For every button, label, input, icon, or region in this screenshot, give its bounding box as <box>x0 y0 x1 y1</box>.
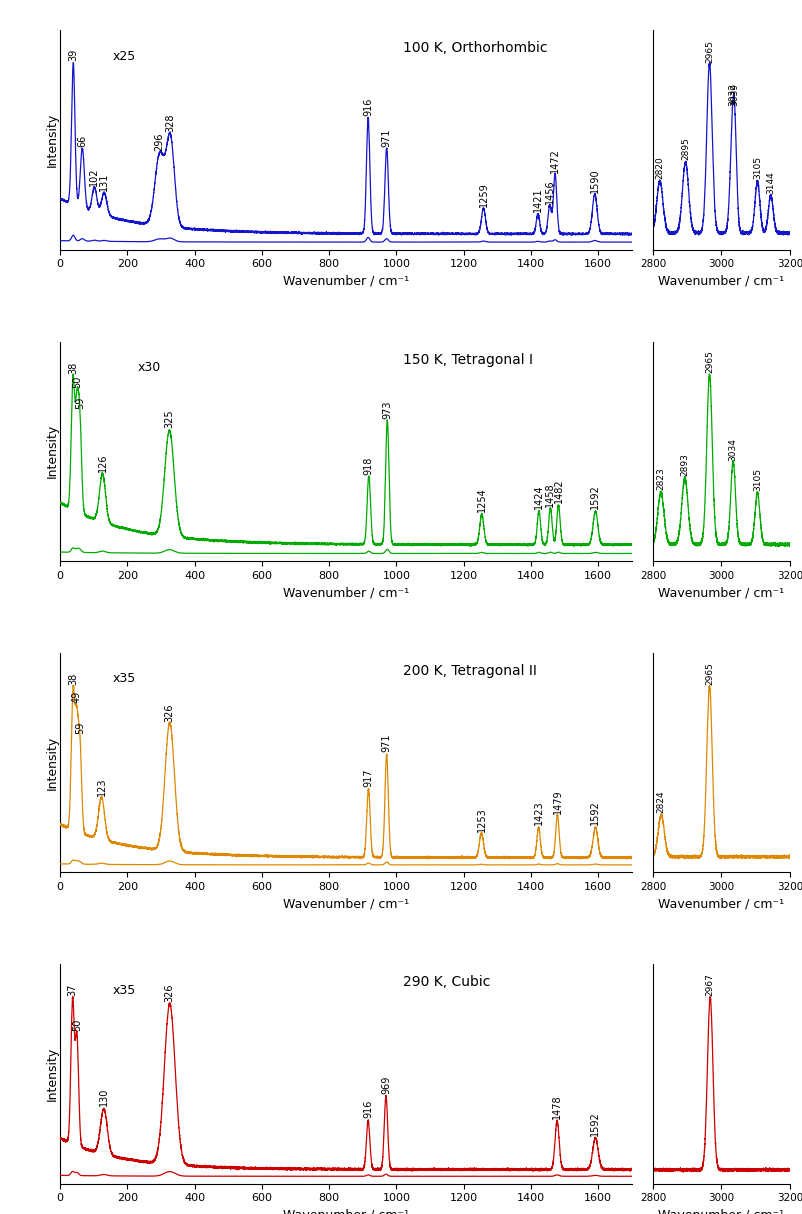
Text: 126: 126 <box>98 454 107 472</box>
Text: 1458: 1458 <box>545 482 556 506</box>
Text: 2823: 2823 <box>656 467 666 490</box>
Text: 150 K, Tetragonal I: 150 K, Tetragonal I <box>403 352 533 367</box>
Text: 2965: 2965 <box>705 350 714 373</box>
Text: 1423: 1423 <box>533 801 544 826</box>
Text: 1482: 1482 <box>553 478 564 504</box>
Text: 1424: 1424 <box>534 484 544 509</box>
Text: 1253: 1253 <box>476 807 487 832</box>
Text: 2893: 2893 <box>680 454 690 476</box>
Y-axis label: Intensity: Intensity <box>46 1046 59 1101</box>
X-axis label: Wavenumber / cm⁻¹: Wavenumber / cm⁻¹ <box>283 1209 409 1214</box>
X-axis label: Wavenumber / cm⁻¹: Wavenumber / cm⁻¹ <box>283 274 409 288</box>
Text: 102: 102 <box>90 168 99 186</box>
Y-axis label: Intensity: Intensity <box>46 736 59 790</box>
X-axis label: Wavenumber / cm⁻¹: Wavenumber / cm⁻¹ <box>283 586 409 600</box>
Text: 59: 59 <box>75 721 85 733</box>
Text: 325: 325 <box>164 409 174 427</box>
Text: 3039: 3039 <box>731 83 739 106</box>
Text: 1590: 1590 <box>589 168 600 193</box>
Text: 66: 66 <box>77 135 87 147</box>
Text: 2895: 2895 <box>681 137 690 160</box>
Text: 916: 916 <box>363 1100 373 1118</box>
Text: 973: 973 <box>383 401 392 419</box>
Text: 123: 123 <box>96 777 107 796</box>
Text: 971: 971 <box>382 129 391 147</box>
Text: 50: 50 <box>72 1019 82 1031</box>
Y-axis label: Intensity: Intensity <box>46 424 59 478</box>
Text: 916: 916 <box>363 97 373 117</box>
Y-axis label: Intensity: Intensity <box>46 113 59 168</box>
Text: 1421: 1421 <box>533 187 543 212</box>
Text: 1479: 1479 <box>553 789 562 813</box>
X-axis label: Wavenumber / cm⁻¹: Wavenumber / cm⁻¹ <box>283 897 409 910</box>
Text: 1592: 1592 <box>590 1112 601 1136</box>
Text: x35: x35 <box>112 983 136 997</box>
Text: 918: 918 <box>364 456 374 475</box>
Text: 1254: 1254 <box>477 487 487 511</box>
Text: 3105: 3105 <box>753 155 762 178</box>
Text: 969: 969 <box>381 1076 391 1094</box>
Text: x30: x30 <box>137 361 160 374</box>
X-axis label: Wavenumber / cm⁻¹: Wavenumber / cm⁻¹ <box>658 1209 784 1214</box>
Text: 2965: 2965 <box>705 40 714 63</box>
Text: 130: 130 <box>99 1088 109 1106</box>
Text: 38: 38 <box>68 362 78 374</box>
X-axis label: Wavenumber / cm⁻¹: Wavenumber / cm⁻¹ <box>658 897 784 910</box>
Text: 131: 131 <box>99 172 109 191</box>
Text: 37: 37 <box>67 983 78 995</box>
Text: 326: 326 <box>164 703 175 721</box>
Text: 1592: 1592 <box>590 800 601 826</box>
Text: 1259: 1259 <box>479 182 488 206</box>
Text: 38: 38 <box>68 673 78 685</box>
Text: x35: x35 <box>112 673 136 686</box>
Text: 3144: 3144 <box>766 171 776 194</box>
Text: 2820: 2820 <box>655 157 664 180</box>
Text: 296: 296 <box>155 132 164 151</box>
X-axis label: Wavenumber / cm⁻¹: Wavenumber / cm⁻¹ <box>658 586 784 600</box>
Text: 2967: 2967 <box>706 974 715 997</box>
Text: 59: 59 <box>75 397 85 409</box>
Text: 2824: 2824 <box>657 790 666 812</box>
Text: 100 K, Orthorhombic: 100 K, Orthorhombic <box>403 41 548 56</box>
Text: 1456: 1456 <box>545 180 555 204</box>
Text: 290 K, Cubic: 290 K, Cubic <box>403 975 491 989</box>
Text: 3032: 3032 <box>728 84 737 107</box>
Text: 50: 50 <box>72 375 82 388</box>
Text: 1478: 1478 <box>552 1095 562 1119</box>
Text: 3034: 3034 <box>729 437 738 460</box>
Text: 971: 971 <box>382 733 391 753</box>
Text: 1472: 1472 <box>550 148 560 172</box>
Text: 328: 328 <box>165 113 176 131</box>
Text: 49: 49 <box>71 691 82 703</box>
Text: 200 K, Tetragonal II: 200 K, Tetragonal II <box>403 664 537 677</box>
Text: x25: x25 <box>112 50 136 63</box>
Text: 3105: 3105 <box>753 467 762 490</box>
Text: 326: 326 <box>164 983 175 1002</box>
Text: 39: 39 <box>68 49 79 62</box>
Text: 1592: 1592 <box>590 484 601 510</box>
X-axis label: Wavenumber / cm⁻¹: Wavenumber / cm⁻¹ <box>658 274 784 288</box>
Text: 2965: 2965 <box>705 662 714 685</box>
Text: 917: 917 <box>363 768 374 787</box>
